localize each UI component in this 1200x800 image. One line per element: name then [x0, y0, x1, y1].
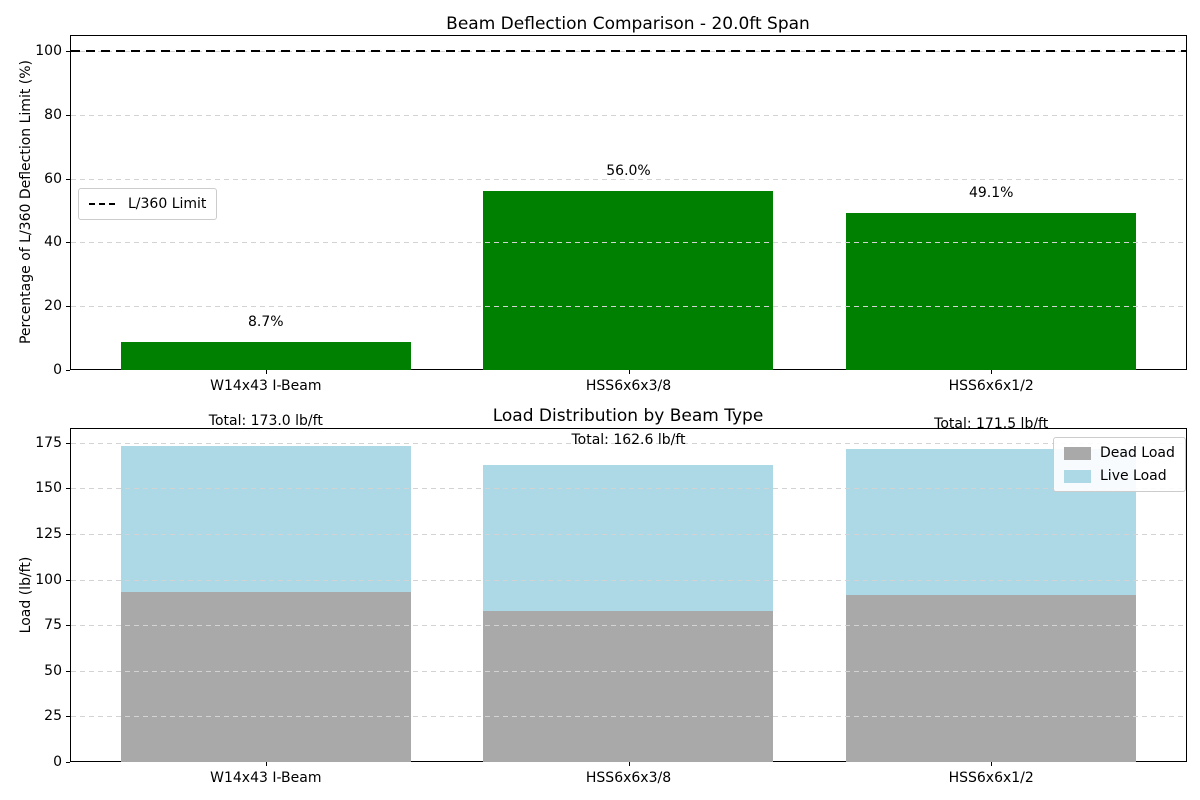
tick-mark: [66, 533, 70, 535]
deflection-chart-title: Beam Deflection Comparison - 20.0ft Span: [446, 14, 810, 34]
tick-label-x: HSS6x6x1/2: [948, 770, 1034, 786]
tick-label-y: 150: [35, 480, 62, 497]
bar-segment-live-load: [483, 465, 774, 612]
tick-label-y: 40: [44, 234, 62, 251]
grid-line: [71, 242, 1186, 244]
tick-mark: [66, 178, 70, 180]
bar-segment-dead-load: [483, 611, 774, 762]
total-label: Total: 173.0 lb/ft: [208, 413, 323, 430]
load-legend: Dead Load Live Load: [1053, 437, 1186, 492]
tick-label-y: 25: [44, 708, 62, 725]
tick-mark: [66, 579, 70, 581]
live-load-swatch: [1064, 469, 1091, 483]
grid-line: [71, 488, 1186, 490]
legend-row: L/360 Limit: [89, 196, 206, 212]
grid-line: [71, 114, 1186, 116]
grid-line: [71, 579, 1186, 581]
tick-label-y: 0: [53, 754, 62, 770]
total-label: Total: 162.6 lb/ft: [571, 432, 686, 449]
tick-label-x: HSS6x6x1/2: [948, 378, 1034, 394]
tick-mark: [66, 370, 70, 371]
grid-line: [71, 533, 1186, 535]
tick-label-x: HSS6x6x3/8: [585, 378, 672, 394]
dashed-line-sample: [89, 203, 119, 205]
grid-line: [71, 178, 1186, 180]
tick-mark: [265, 370, 267, 374]
tick-mark: [66, 670, 70, 672]
bar-segment-live-load: [120, 446, 411, 593]
tick-mark: [66, 716, 70, 718]
tick-label-y: 0: [53, 362, 62, 378]
tick-mark: [66, 242, 70, 244]
tick-label-x: W14x43 I-Beam: [210, 378, 322, 394]
dead-load-swatch: [1064, 446, 1091, 460]
tick-mark: [66, 51, 70, 52]
tick-mark: [628, 370, 630, 374]
reference-line: [71, 50, 1186, 52]
tick-label-y: 175: [35, 434, 62, 451]
tick-mark: [628, 762, 630, 766]
tick-mark: [66, 762, 70, 763]
grid-line: [71, 625, 1186, 627]
tick-label-y: 75: [44, 617, 62, 634]
legend-label-l360-limit: L/360 Limit: [128, 196, 207, 212]
grid-line: [71, 670, 1186, 672]
tick-label-y: 125: [35, 525, 62, 542]
tick-mark: [991, 370, 993, 374]
legend-label-dead-load: Dead Load: [1100, 445, 1175, 461]
tick-mark: [66, 488, 70, 490]
tick-label-y: 100: [35, 43, 62, 59]
tick-label-y: 80: [44, 106, 62, 123]
tick-label-x: HSS6x6x3/8: [585, 770, 672, 786]
tick-mark: [265, 762, 267, 766]
tick-mark: [66, 442, 70, 444]
tick-label-y: 60: [44, 170, 62, 187]
bar-value-label: 8.7%: [248, 314, 284, 331]
tick-mark: [66, 114, 70, 116]
tick-label-y: 20: [44, 298, 62, 315]
bar-segment-dead-load: [846, 595, 1137, 762]
grid-line: [71, 442, 1186, 444]
tick-label-y: 50: [44, 662, 62, 679]
load-chart-title: Load Distribution by Beam Type: [492, 406, 764, 426]
bar: [120, 342, 411, 370]
bar-value-label: 56.0%: [606, 163, 651, 180]
tick-mark: [66, 625, 70, 627]
legend-label-live-load: Live Load: [1100, 468, 1167, 484]
deflection-legend: L/360 Limit: [78, 188, 218, 220]
bar: [483, 191, 774, 370]
grid-line: [71, 306, 1186, 308]
total-label: Total: 171.5 lb/ft: [934, 416, 1049, 432]
grid-line: [71, 716, 1186, 718]
legend-row: Live Load: [1064, 468, 1175, 484]
bar-segment-dead-load: [120, 592, 411, 762]
tick-label-x: W14x43 I-Beam: [210, 770, 322, 786]
tick-label-y: 100: [35, 571, 62, 588]
bar-value-label: 49.1%: [968, 185, 1014, 202]
tick-mark: [66, 306, 70, 308]
tick-mark: [991, 762, 993, 766]
bar: [846, 213, 1137, 370]
legend-row: Dead Load: [1064, 445, 1175, 461]
